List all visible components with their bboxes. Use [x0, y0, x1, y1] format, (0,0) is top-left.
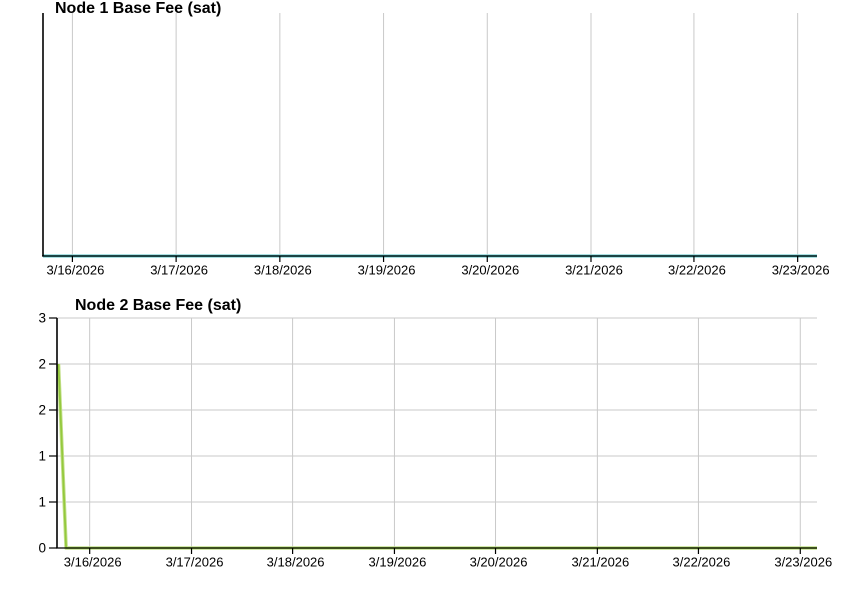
x-tick-label: 3/20/2026 [461, 263, 519, 278]
chart-title-node1: Node 1 Base Fee (sat) [55, 0, 222, 17]
y-tick-label: 0 [38, 541, 46, 556]
x-tick-label: 3/22/2026 [668, 263, 726, 278]
node1-base-fee-chart: Node 1 Base Fee (sat) 3/16/2026 3/17/2026… [0, 0, 860, 295]
x-tick-label: 3/16/2026 [46, 263, 104, 278]
y-tick-label: 1 [38, 449, 46, 464]
x-tick-label: 3/18/2026 [267, 555, 325, 570]
x-tick-label: 3/21/2026 [571, 555, 629, 570]
chart-title-node2: Node 2 Base Fee (sat) [75, 297, 242, 314]
x-tick-label: 3/20/2026 [470, 555, 528, 570]
node2-plot-area: 3 2 2 1 1 0 3/16/2026 3/17/2026 3/18/2026 3/19/20… [38, 311, 832, 570]
y-tick-label: 2 [38, 403, 46, 418]
node2-base-fee-chart: Node 2 Base Fee (sat) 3 2 2 1 1 0 3/16/2026 3/1… [0, 295, 860, 600]
y-tick-label: 1 [38, 495, 46, 510]
x-tick-label: 3/17/2026 [150, 263, 208, 278]
y-tick-label: 2 [38, 357, 46, 372]
node1-plot-area: 3/16/2026 3/17/2026 3/18/2026 3/19/2026 3/20… [42, 13, 830, 278]
x-tick-label: 3/18/2026 [254, 263, 312, 278]
x-tick-label: 3/19/2026 [358, 263, 416, 278]
x-tick-label: 3/22/2026 [673, 555, 731, 570]
x-tick-label: 3/19/2026 [369, 555, 427, 570]
x-tick-label: 3/16/2026 [64, 555, 122, 570]
x-tick-label: 3/23/2026 [774, 555, 832, 570]
x-tick-label: 3/23/2026 [772, 263, 830, 278]
x-tick-label: 3/17/2026 [166, 555, 224, 570]
x-tick-label: 3/21/2026 [565, 263, 623, 278]
y-tick-label: 3 [38, 311, 46, 326]
